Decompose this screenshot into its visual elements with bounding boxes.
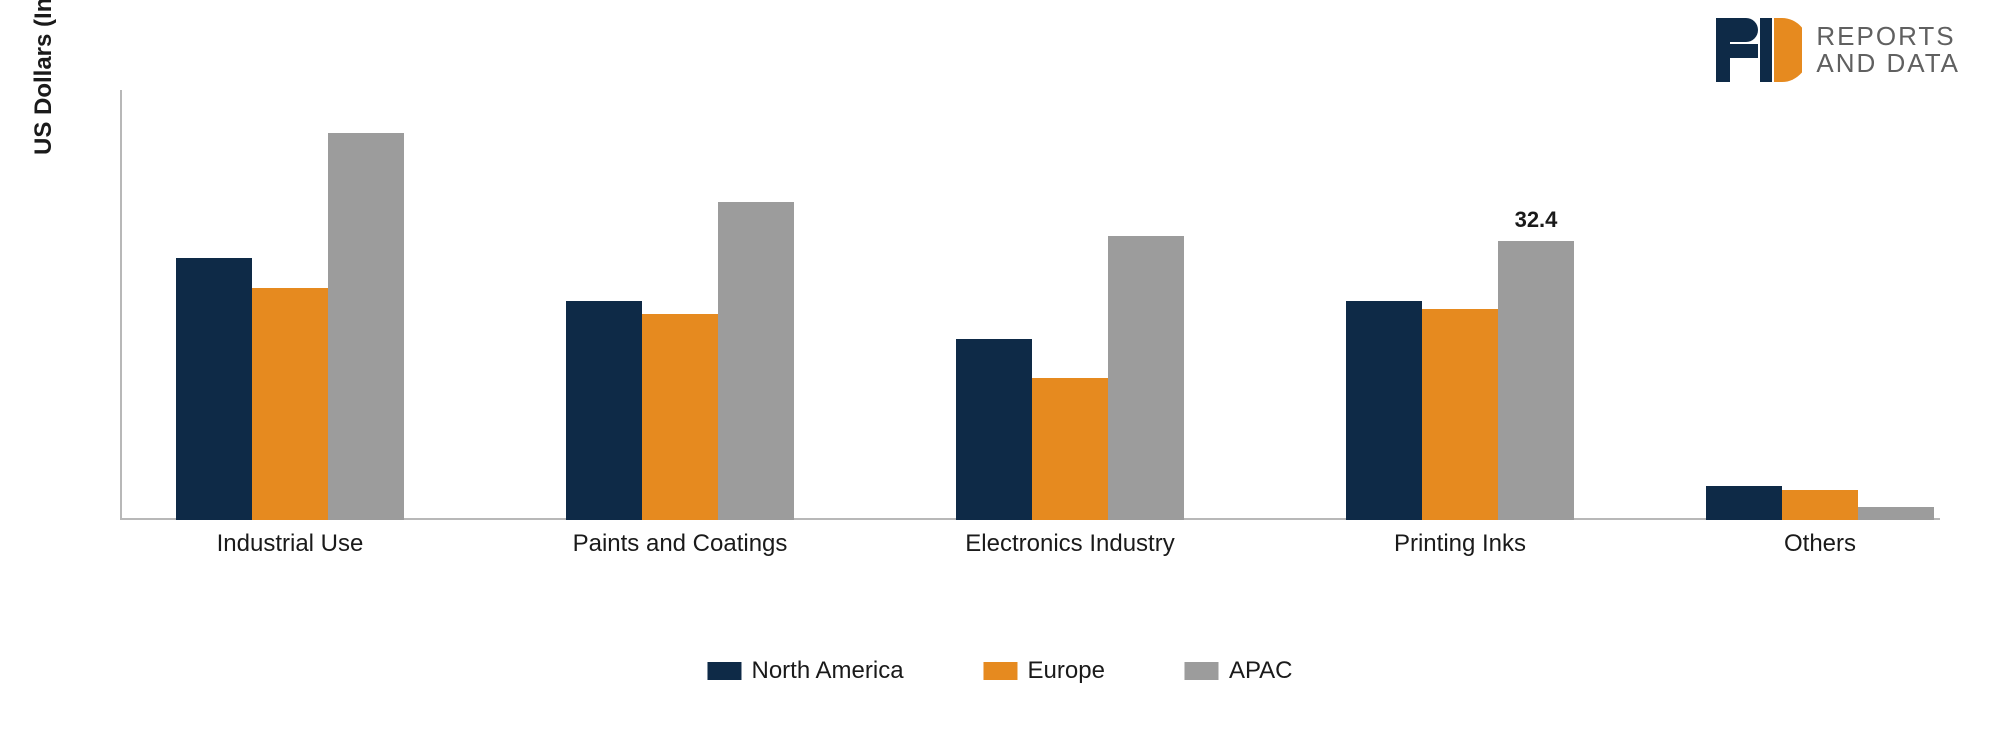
bar-printing-eu	[1422, 309, 1498, 520]
chart-legend: North America Europe APAC	[707, 657, 1292, 685]
logo-text: REPORTS AND DATA	[1816, 23, 1960, 78]
category-label-paints: Paints and Coatings	[573, 530, 788, 558]
category-label-electronics: Electronics Industry	[965, 530, 1174, 558]
logo-mark	[1716, 18, 1802, 82]
bar-others-na	[1706, 486, 1782, 520]
logo-text-line2: AND DATA	[1816, 50, 1960, 77]
legend-label-eu: Europe	[1028, 657, 1105, 685]
bar-others-apac	[1858, 507, 1934, 520]
bar-electronics-apac	[1108, 236, 1184, 520]
legend-label-apac: APAC	[1229, 657, 1293, 685]
bar-paints-na	[566, 301, 642, 520]
legend-label-na: North America	[751, 657, 903, 685]
category-label-printing: Printing Inks	[1394, 530, 1526, 558]
category-label-industrial: Industrial Use	[217, 530, 364, 558]
bar-electronics-eu	[1032, 378, 1108, 520]
bar-printing-apac	[1498, 241, 1574, 520]
bar-paints-eu	[642, 314, 718, 520]
legend-swatch-apac	[1185, 662, 1219, 680]
bar-printing-na	[1346, 301, 1422, 520]
legend-item-apac: APAC	[1185, 657, 1293, 685]
legend-item-na: North America	[707, 657, 903, 685]
chart-plot-area: Industrial UsePaints and CoatingsElectro…	[120, 90, 1940, 520]
bar-industrial-eu	[252, 288, 328, 520]
bar-industrial-na	[176, 258, 252, 520]
brand-logo: REPORTS AND DATA	[1716, 18, 1960, 82]
legend-swatch-na	[707, 662, 741, 680]
category-label-others: Others	[1784, 530, 1856, 558]
bar-others-eu	[1782, 490, 1858, 520]
legend-swatch-eu	[984, 662, 1018, 680]
bar-industrial-apac	[328, 133, 404, 520]
bar-paints-apac	[718, 202, 794, 520]
bar-value-label: 32.4	[1515, 207, 1558, 233]
logo-d-icon	[1760, 18, 1802, 82]
legend-item-eu: Europe	[984, 657, 1105, 685]
y-axis-label: US Dollars (In Million)	[30, 0, 58, 155]
bar-electronics-na	[956, 339, 1032, 520]
logo-text-line1: REPORTS	[1816, 23, 1960, 50]
y-axis-line	[120, 90, 122, 520]
logo-r-icon	[1716, 18, 1758, 82]
